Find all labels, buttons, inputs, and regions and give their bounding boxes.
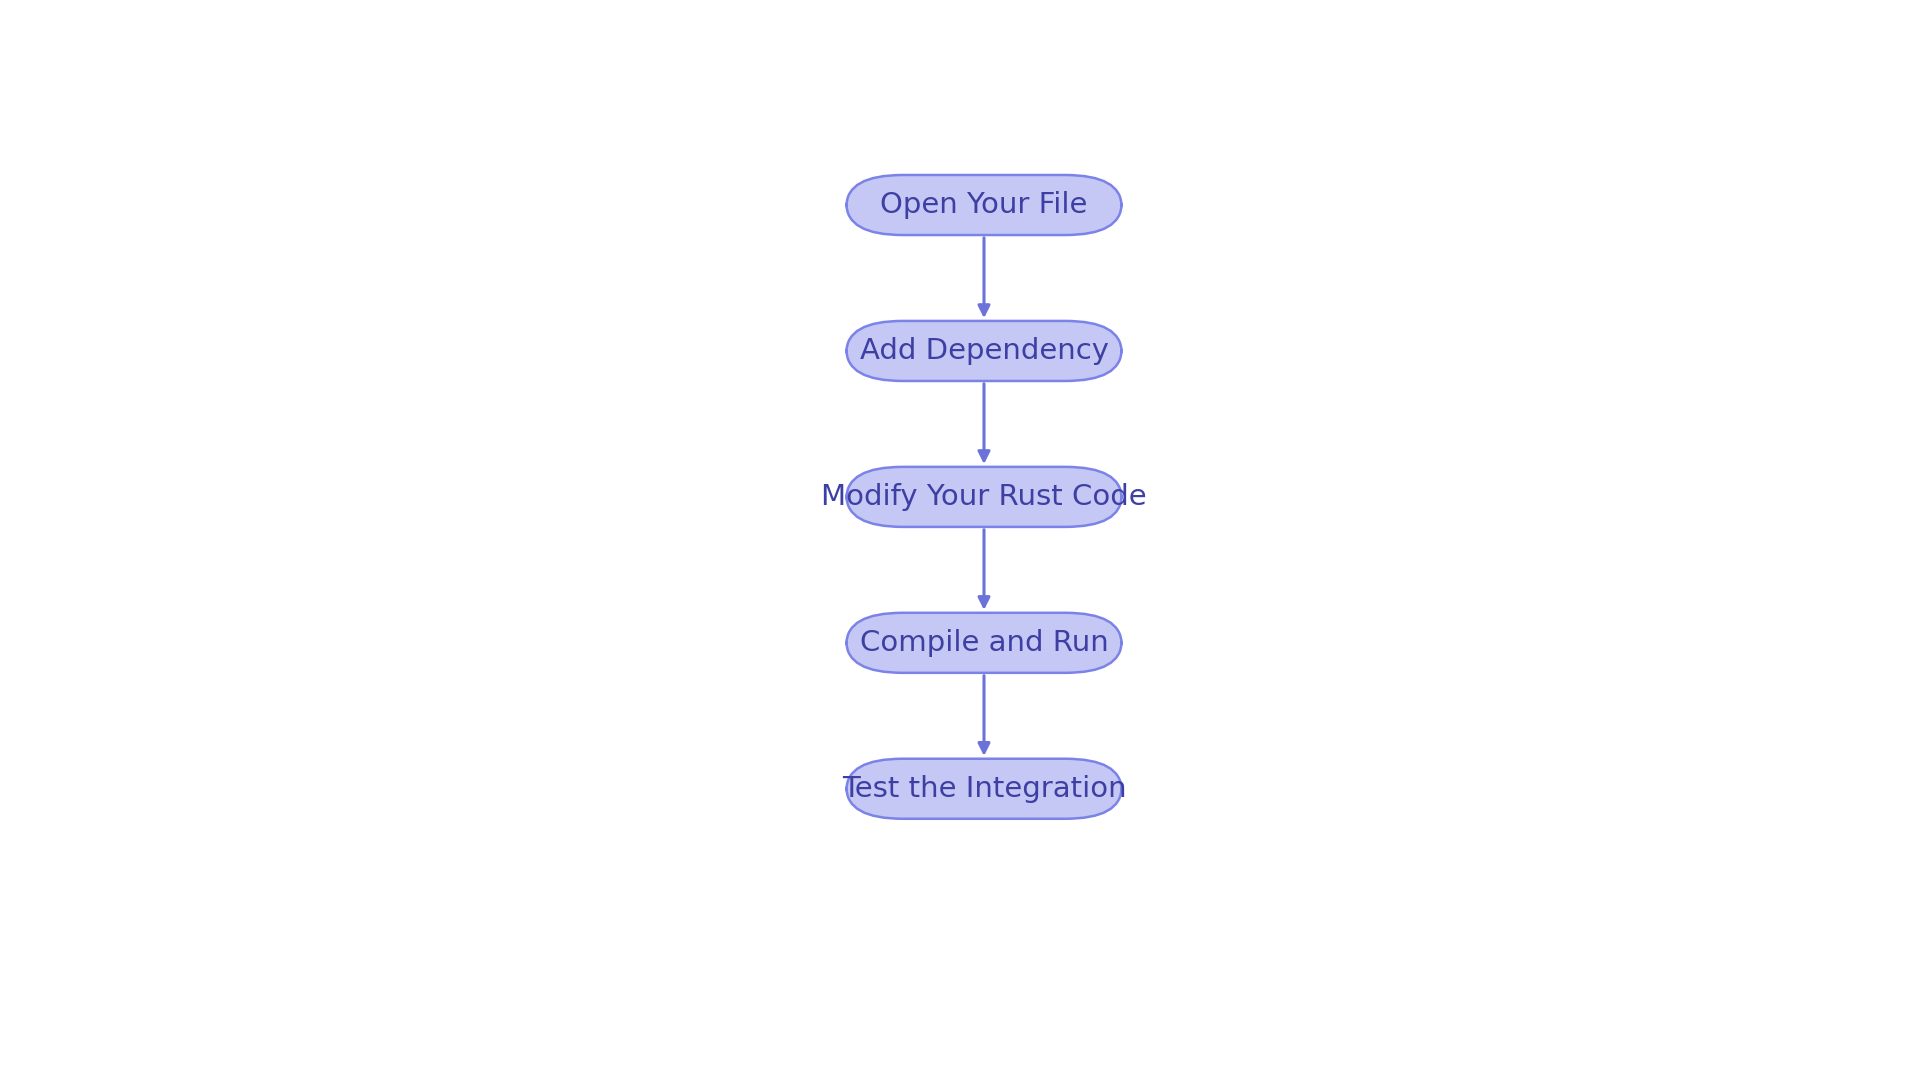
Text: Test the Integration: Test the Integration [841, 774, 1127, 803]
Text: Add Dependency: Add Dependency [860, 337, 1108, 365]
FancyBboxPatch shape [847, 613, 1121, 673]
Text: Modify Your Rust Code: Modify Your Rust Code [822, 483, 1146, 511]
FancyBboxPatch shape [847, 175, 1121, 235]
FancyBboxPatch shape [847, 759, 1121, 819]
Text: Open Your File: Open Your File [879, 191, 1089, 219]
FancyBboxPatch shape [847, 467, 1121, 527]
FancyBboxPatch shape [847, 321, 1121, 381]
Text: Compile and Run: Compile and Run [860, 629, 1108, 656]
